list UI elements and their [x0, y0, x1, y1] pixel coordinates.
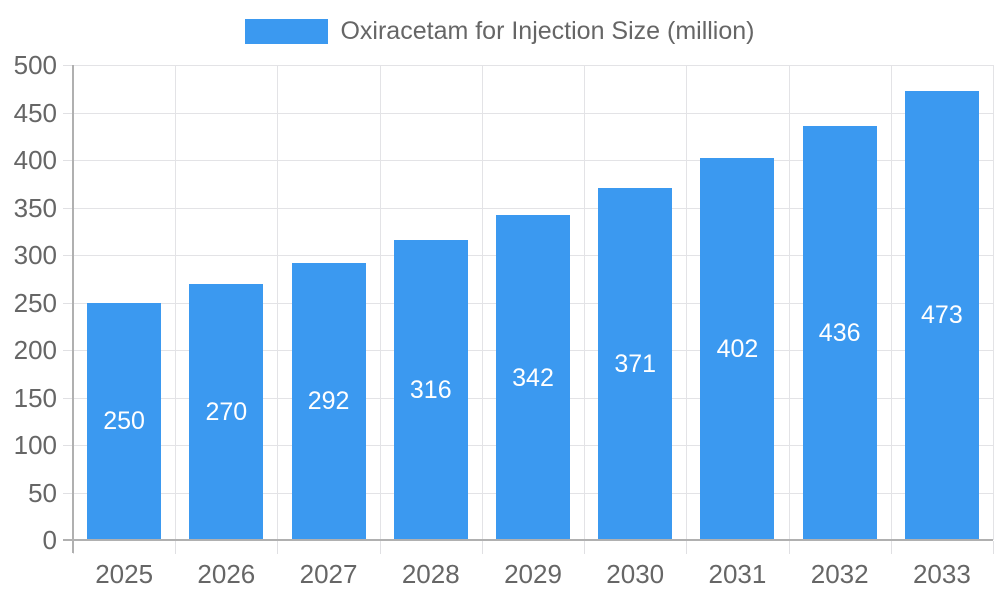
gridline-horizontal: [73, 65, 993, 66]
y-axis-tick-label: 300: [13, 240, 57, 270]
y-axis-tick-label: 350: [13, 192, 57, 223]
y-axis-tick-label: 100: [13, 430, 57, 460]
gridline-vertical: [993, 65, 994, 540]
gridline-horizontal: [73, 112, 993, 114]
gridline-vertical: [788, 65, 790, 540]
bar[interactable]: [802, 125, 877, 540]
bar[interactable]: [598, 187, 673, 540]
y-axis-tick: [63, 445, 73, 446]
legend-label: Oxiracetam for Injection Size (million): [340, 17, 755, 45]
x-axis-tick-label: 2025: [95, 559, 154, 589]
bar[interactable]: [87, 302, 162, 540]
gridline-vertical: [277, 65, 279, 540]
gridline-vertical: [379, 65, 381, 540]
bar[interactable]: [291, 262, 366, 540]
gridline-horizontal: [73, 207, 993, 209]
legend-swatch-icon: [245, 19, 329, 44]
x-axis-tick-label: 2032: [810, 559, 869, 589]
bar[interactable]: [700, 158, 775, 540]
x-axis-tick: [584, 541, 586, 554]
legend-item[interactable]: Oxiracetam for Injection Size (million): [0, 18, 1000, 45]
gridline-vertical: [481, 65, 483, 540]
x-axis-tick: [788, 541, 790, 554]
x-axis-tick-label: 2028: [401, 559, 460, 589]
y-axis-tick: [63, 207, 73, 209]
x-axis-tick: [277, 541, 279, 554]
y-axis-tick: [63, 302, 73, 304]
y-axis-tick-label: 500: [13, 50, 57, 80]
x-axis-tick-label: 2033: [912, 559, 971, 589]
x-axis-tick: [686, 541, 688, 554]
gridline-vertical: [686, 65, 688, 540]
y-axis-tick: [63, 397, 73, 399]
bar[interactable]: [496, 215, 570, 540]
y-axis-tick-label: 150: [13, 382, 57, 413]
y-axis-tick-label: 450: [13, 97, 57, 128]
bar[interactable]: [189, 283, 264, 540]
y-axis-tick: [63, 255, 73, 256]
x-axis-tick-label: 2027: [299, 559, 358, 589]
x-axis-tick-label: 2026: [197, 559, 256, 589]
y-axis-line: [72, 65, 74, 553]
y-axis-tick: [63, 160, 73, 161]
y-axis-tick-label: 0: [42, 525, 57, 555]
x-axis-tick-label: 2029: [504, 559, 562, 589]
y-axis-tick-label: 50: [28, 477, 57, 508]
y-axis-tick: [63, 65, 73, 66]
gridline-vertical: [890, 65, 892, 540]
y-axis-tick: [63, 112, 73, 114]
x-axis-line: [63, 539, 993, 541]
y-axis-tick: [63, 350, 73, 351]
gridline-vertical: [584, 65, 586, 540]
y-axis-tick-label: 400: [13, 145, 57, 175]
x-axis-tick-label: 2030: [606, 559, 665, 589]
y-axis-tick-label: 250: [13, 287, 57, 318]
y-axis-tick-label: 200: [13, 335, 57, 365]
x-axis-tick-label: 2031: [708, 559, 767, 589]
x-axis-tick: [993, 541, 994, 554]
gridline-horizontal: [73, 160, 993, 161]
x-axis-tick: [379, 541, 381, 554]
x-axis-tick: [890, 541, 892, 554]
y-axis-tick: [63, 492, 73, 494]
x-axis-tick: [175, 541, 177, 554]
bar[interactable]: [904, 90, 979, 540]
bar[interactable]: [393, 239, 468, 540]
x-axis-tick: [481, 541, 483, 554]
gridline-vertical: [175, 65, 177, 540]
